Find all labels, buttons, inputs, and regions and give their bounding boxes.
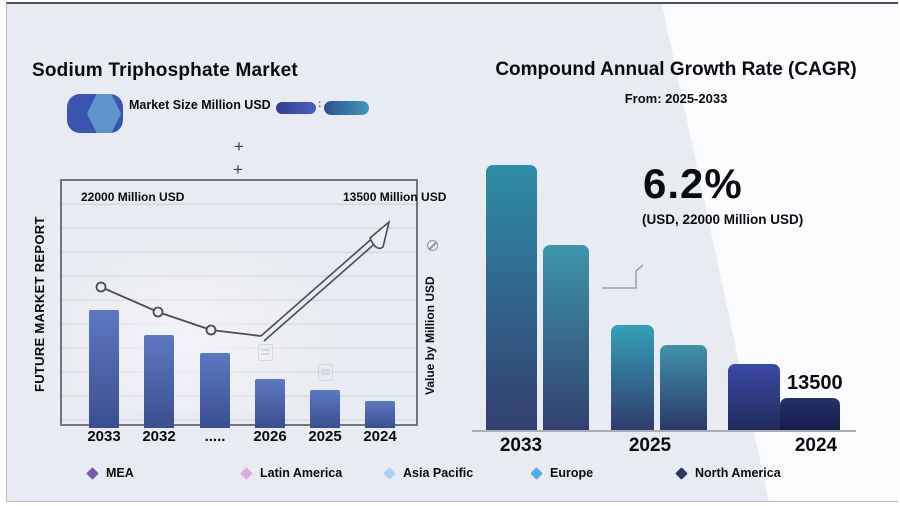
cagr-title: Compound Annual Growth Rate (CAGR) <box>495 59 857 80</box>
cagr-bar-2033-1 <box>486 165 537 430</box>
diamond-icon <box>86 466 99 480</box>
legend-item-europe: Europe <box>530 466 594 480</box>
cagr-bar-2024-2 <box>780 398 840 430</box>
diamond-icon <box>675 466 688 480</box>
cagr-bar-2033-2 <box>543 245 589 430</box>
line-marker-icon <box>95 281 107 293</box>
cagr-bar-2024-1 <box>728 364 780 430</box>
market-size-chart <box>60 179 418 428</box>
market-bar-2026 <box>255 379 285 428</box>
market-bar-2025 <box>310 390 340 428</box>
side-label: FUTURE MARKET REPORT <box>32 216 47 392</box>
document-watermark-icon <box>318 364 333 381</box>
legend-item-north-america: North America <box>675 466 781 480</box>
legend-label: MEA <box>106 466 134 480</box>
plus-mark: + <box>233 160 243 179</box>
value-axis-label: Value by Million USD <box>423 276 437 396</box>
cagr-value: 6.2% <box>643 160 743 207</box>
line-marker-icon <box>152 306 164 318</box>
market-x-label: ..... <box>204 428 226 445</box>
market-bar-..... <box>200 353 230 428</box>
cylinder-icon <box>67 94 123 133</box>
cagr-bar-2025-2 <box>660 345 707 430</box>
line-marker-icon <box>205 324 217 336</box>
market-x-label: 2033 <box>87 428 121 445</box>
market-x-label: 2032 <box>142 428 176 445</box>
cagr-axis-line <box>472 430 856 432</box>
end-value-label: 13500 <box>787 372 843 394</box>
page-title: Sodium Triphosphate Market <box>32 60 298 81</box>
market-bar-2032 <box>144 335 174 428</box>
end-annotation: 13500 Million USD <box>343 190 447 204</box>
legend-label: North America <box>695 466 781 480</box>
legend-item-mea: MEA <box>86 466 134 480</box>
legend-label: Europe <box>550 466 594 480</box>
diamond-icon <box>530 466 543 480</box>
series-label: Market Size Million USD <box>129 98 271 112</box>
pill-separator: : <box>318 99 322 110</box>
diamond-icon <box>240 466 253 480</box>
cagr-subtitle: From: 2025-2033 <box>624 91 728 106</box>
market-x-label: 2026 <box>253 428 287 445</box>
cagr-x-label: 2025 <box>628 435 672 456</box>
cagr-note: (USD, 22000 Million USD) <box>642 212 804 227</box>
legend-label: Latin America <box>260 466 343 480</box>
cagr-x-label: 2033 <box>499 435 543 456</box>
market-bar-2024 <box>365 401 395 428</box>
cagr-x-label: 2024 <box>794 435 838 456</box>
plus-mark: + <box>234 137 244 156</box>
start-annotation: 22000 Million USD <box>81 190 185 204</box>
legend-pill-teal <box>324 101 369 115</box>
document-watermark-icon <box>258 344 273 361</box>
legend-item-latin-america: Latin America <box>240 466 343 480</box>
step-line-decoration <box>602 264 644 289</box>
legend-label: Asia Pacific <box>403 466 474 480</box>
trend-line-and-arrow <box>95 219 391 342</box>
cagr-bar-2025-1 <box>611 325 654 430</box>
arrowhead-icon <box>369 219 391 250</box>
market-bar-2033 <box>89 310 119 428</box>
circle-slash-icon <box>427 240 438 251</box>
diamond-icon <box>383 466 396 480</box>
market-x-label: 2024 <box>363 428 397 445</box>
legend-pill-blue <box>276 102 316 114</box>
legend-item-asia-pacific: Asia Pacific <box>383 466 474 480</box>
market-x-label: 2025 <box>308 428 342 445</box>
